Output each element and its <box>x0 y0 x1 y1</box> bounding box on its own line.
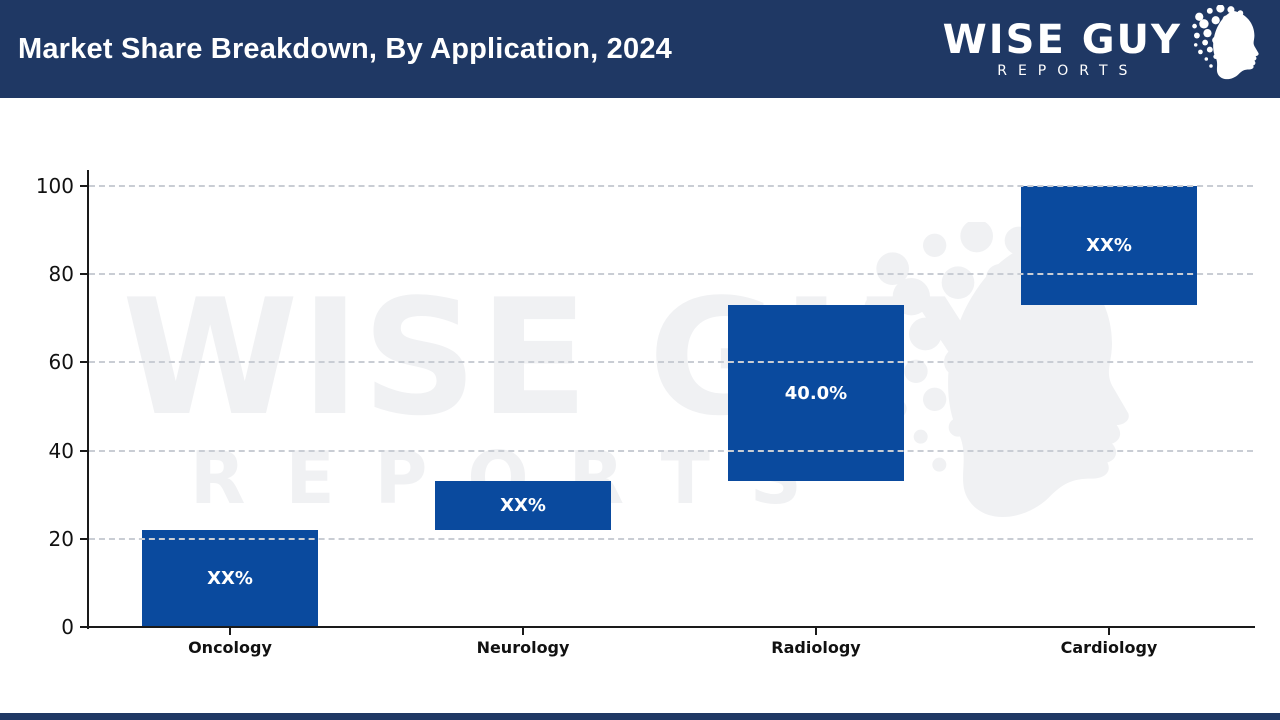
bar-neurology: XX% <box>435 481 611 530</box>
gridline-40 <box>89 449 1253 452</box>
y-tick-label-20: 20 <box>48 526 74 551</box>
brand-name: WISE GUY <box>942 17 1182 63</box>
gridline-100 <box>89 185 1253 187</box>
page-title: Market Share Breakdown, By Application, … <box>18 32 672 65</box>
bar-value-label-oncology: XX% <box>207 567 253 589</box>
gridline-80 <box>89 273 1253 276</box>
x-axis-line <box>86 626 1255 628</box>
gridline-20 <box>89 537 1253 540</box>
bar-radiology: 40.0% <box>728 305 904 482</box>
y-tick-60 <box>80 361 88 364</box>
bar-value-label-cardiology: XX% <box>1086 235 1132 257</box>
y-tick-80 <box>80 273 88 276</box>
x-tick-oncology <box>229 628 231 635</box>
header-bar: Market Share Breakdown, By Application, … <box>0 0 1280 98</box>
y-tick-40 <box>80 449 88 452</box>
y-tick-100 <box>80 185 88 187</box>
x-category-label-radiology: Radiology <box>771 638 861 657</box>
plot-area: XX% XX% 40.0% XX% 0 20 40 60 80 100 Oncology Neuro… <box>0 98 1280 713</box>
y-tick-label-0: 0 <box>61 615 74 639</box>
x-tick-neurology <box>522 628 524 635</box>
bar-cardiology: XX% <box>1021 186 1197 306</box>
y-tick-0 <box>80 626 88 628</box>
y-tick-label-80: 80 <box>48 262 74 287</box>
bar-value-label-radiology: 40.0% <box>784 382 848 404</box>
x-tick-radiology <box>815 628 817 635</box>
y-tick-label-40: 40 <box>48 438 74 463</box>
x-category-label-neurology: Neurology <box>476 638 570 657</box>
brand-tagline: REPORTS <box>997 63 1139 79</box>
y-axis-line <box>87 170 89 629</box>
x-category-label-oncology: Oncology <box>188 638 272 657</box>
x-category-label-cardiology: Cardiology <box>1060 638 1158 657</box>
bar-oncology: XX% <box>142 529 318 627</box>
y-tick-20 <box>80 537 88 540</box>
x-tick-cardiology <box>1108 628 1110 635</box>
y-tick-label-100: 100 <box>35 174 74 198</box>
brand-logo-text: WISE GUY REPORTS <box>943 19 1182 79</box>
footer-bar <box>0 713 1280 720</box>
logo-face-icon <box>1192 5 1259 80</box>
gridline-60 <box>89 361 1253 364</box>
y-tick-label-60: 60 <box>48 350 74 375</box>
brand-logo: WISE GUY REPORTS <box>943 4 1272 94</box>
bar-value-label-neurology: XX% <box>500 495 546 517</box>
